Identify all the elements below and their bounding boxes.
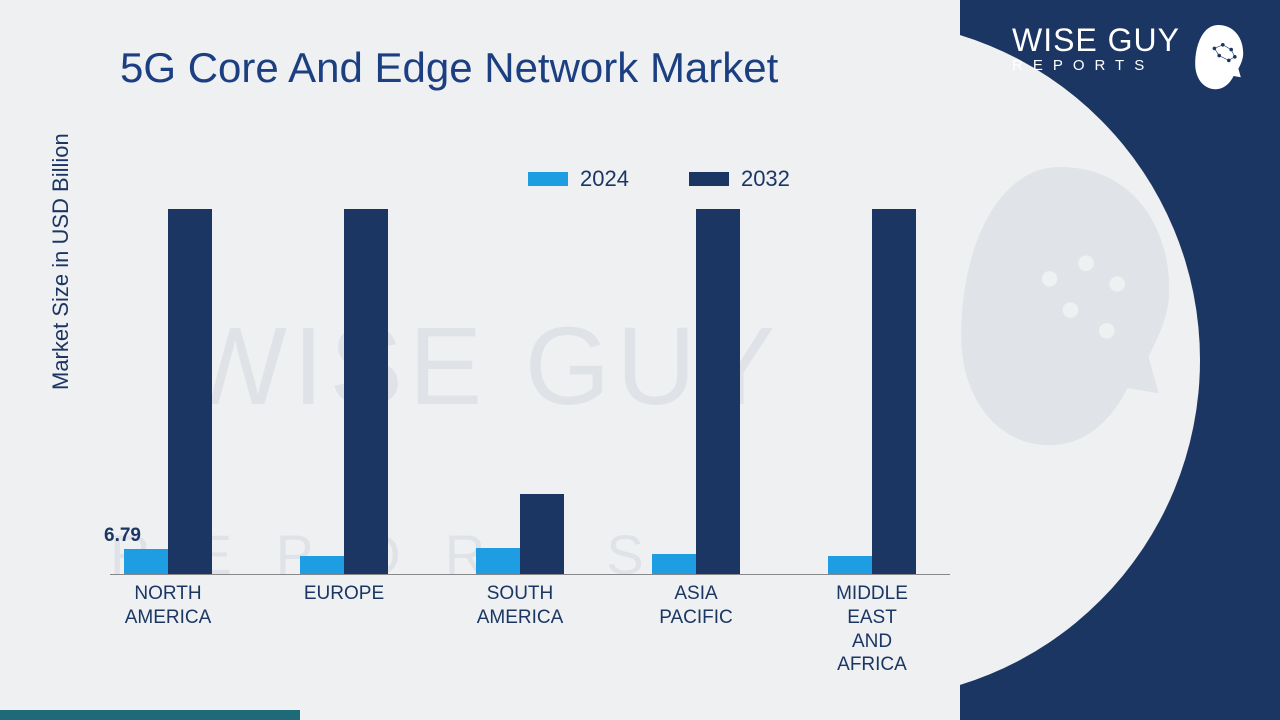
legend-label-2024: 2024 [580, 166, 629, 192]
y-axis-label: Market Size in USD Billion [48, 133, 74, 390]
x-label-meafrica: MIDDLEEASTANDAFRICA [802, 582, 942, 677]
bar-2024-meafrica [828, 556, 872, 574]
legend: 2024 2032 [528, 166, 790, 192]
brand-line1: WISE GUY [1012, 22, 1180, 59]
brand-line2: REPORTS [1012, 57, 1180, 74]
bar-value-label-north_america: 6.79 [104, 525, 141, 547]
bar-2024-europe [300, 556, 344, 574]
legend-swatch-2024 [528, 172, 568, 186]
brand-head-icon [1186, 22, 1250, 94]
brand-text: WISE GUY REPORTS [1012, 22, 1180, 74]
x-label-asia_pacific: ASIAPACIFIC [626, 582, 766, 630]
chart-title: 5G Core And Edge Network Market [120, 44, 778, 92]
x-label-south_america: SOUTHAMERICA [450, 582, 590, 630]
bar-2032-asia_pacific [696, 209, 740, 574]
bar-group-north_america [120, 209, 216, 574]
chart: 6.79 NORTHAMERICAEUROPESOUTHAMERICAASIAP… [110, 210, 950, 575]
bar-2024-asia_pacific [652, 554, 696, 574]
bar-2032-north_america [168, 209, 212, 574]
bar-2024-north_america [124, 549, 168, 574]
x-label-europe: EUROPE [274, 582, 414, 606]
brand-logo: WISE GUY REPORTS [1012, 22, 1250, 94]
legend-swatch-2032 [689, 172, 729, 186]
legend-label-2032: 2032 [741, 166, 790, 192]
bar-2024-south_america [476, 548, 520, 574]
legend-item-2024: 2024 [528, 166, 629, 192]
x-label-north_america: NORTHAMERICA [98, 582, 238, 630]
plot-area: 6.79 [110, 210, 950, 575]
bar-2032-meafrica [872, 209, 916, 574]
bar-group-meafrica [824, 209, 920, 574]
bar-group-europe [296, 209, 392, 574]
bottom-accent-bar [0, 710, 300, 720]
bar-group-asia_pacific [648, 209, 744, 574]
legend-item-2032: 2032 [689, 166, 790, 192]
bar-2032-europe [344, 209, 388, 574]
bar-group-south_america [472, 494, 568, 574]
bar-2032-south_america [520, 494, 564, 574]
